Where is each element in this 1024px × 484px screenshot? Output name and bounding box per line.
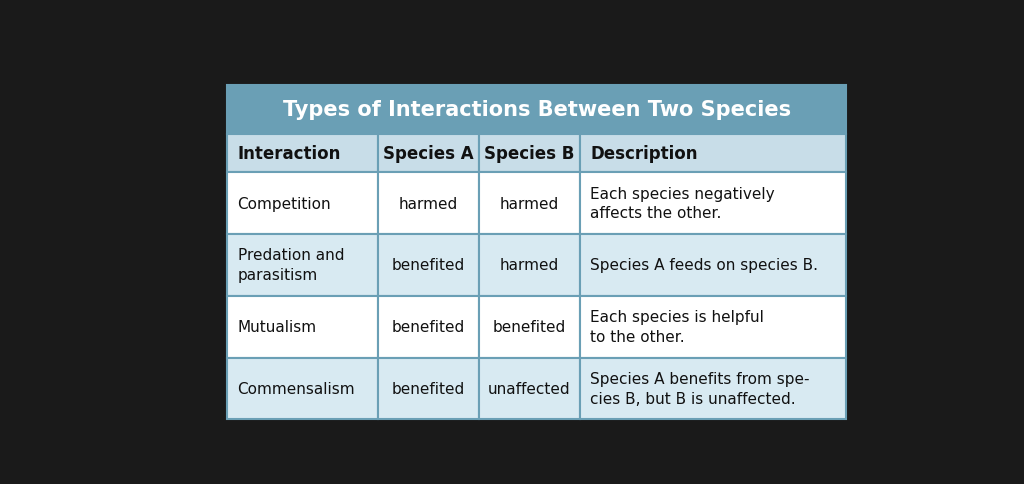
Text: Description: Description [590,145,697,163]
Text: Commensalism: Commensalism [238,381,355,396]
FancyBboxPatch shape [580,173,846,234]
Text: Competition: Competition [238,196,331,211]
Text: Types of Interactions Between Two Species: Types of Interactions Between Two Specie… [283,100,791,120]
FancyBboxPatch shape [378,296,479,358]
FancyBboxPatch shape [479,173,580,234]
FancyBboxPatch shape [580,358,846,420]
Text: benefited: benefited [392,381,465,396]
FancyBboxPatch shape [479,234,580,296]
FancyBboxPatch shape [580,296,846,358]
Text: Mutualism: Mutualism [238,319,316,334]
Text: Species A feeds on species B.: Species A feeds on species B. [590,258,818,273]
Text: benefited: benefited [392,319,465,334]
FancyBboxPatch shape [227,358,378,420]
Text: Each species negatively
affects the other.: Each species negatively affects the othe… [590,186,775,221]
FancyBboxPatch shape [227,296,378,358]
Text: benefited: benefited [392,258,465,273]
Text: Each species is helpful
to the other.: Each species is helpful to the other. [590,310,764,345]
FancyBboxPatch shape [479,296,580,358]
Text: unaffected: unaffected [488,381,570,396]
Text: benefited: benefited [493,319,566,334]
FancyBboxPatch shape [227,234,378,296]
FancyBboxPatch shape [227,173,378,234]
FancyBboxPatch shape [378,173,479,234]
FancyBboxPatch shape [227,86,846,135]
Text: harmed: harmed [500,196,559,211]
Text: harmed: harmed [500,258,559,273]
Text: Interaction: Interaction [238,145,341,163]
FancyBboxPatch shape [227,135,378,173]
Text: Predation and
parasitism: Predation and parasitism [238,248,344,283]
FancyBboxPatch shape [580,135,846,173]
FancyBboxPatch shape [378,358,479,420]
Text: Species A benefits from spe-
cies B, but B is unaffected.: Species A benefits from spe- cies B, but… [590,371,810,406]
FancyBboxPatch shape [378,135,479,173]
FancyBboxPatch shape [479,358,580,420]
Text: Species B: Species B [484,145,574,163]
FancyBboxPatch shape [479,135,580,173]
Text: Species A: Species A [383,145,474,163]
Text: harmed: harmed [399,196,459,211]
FancyBboxPatch shape [378,234,479,296]
FancyBboxPatch shape [580,234,846,296]
